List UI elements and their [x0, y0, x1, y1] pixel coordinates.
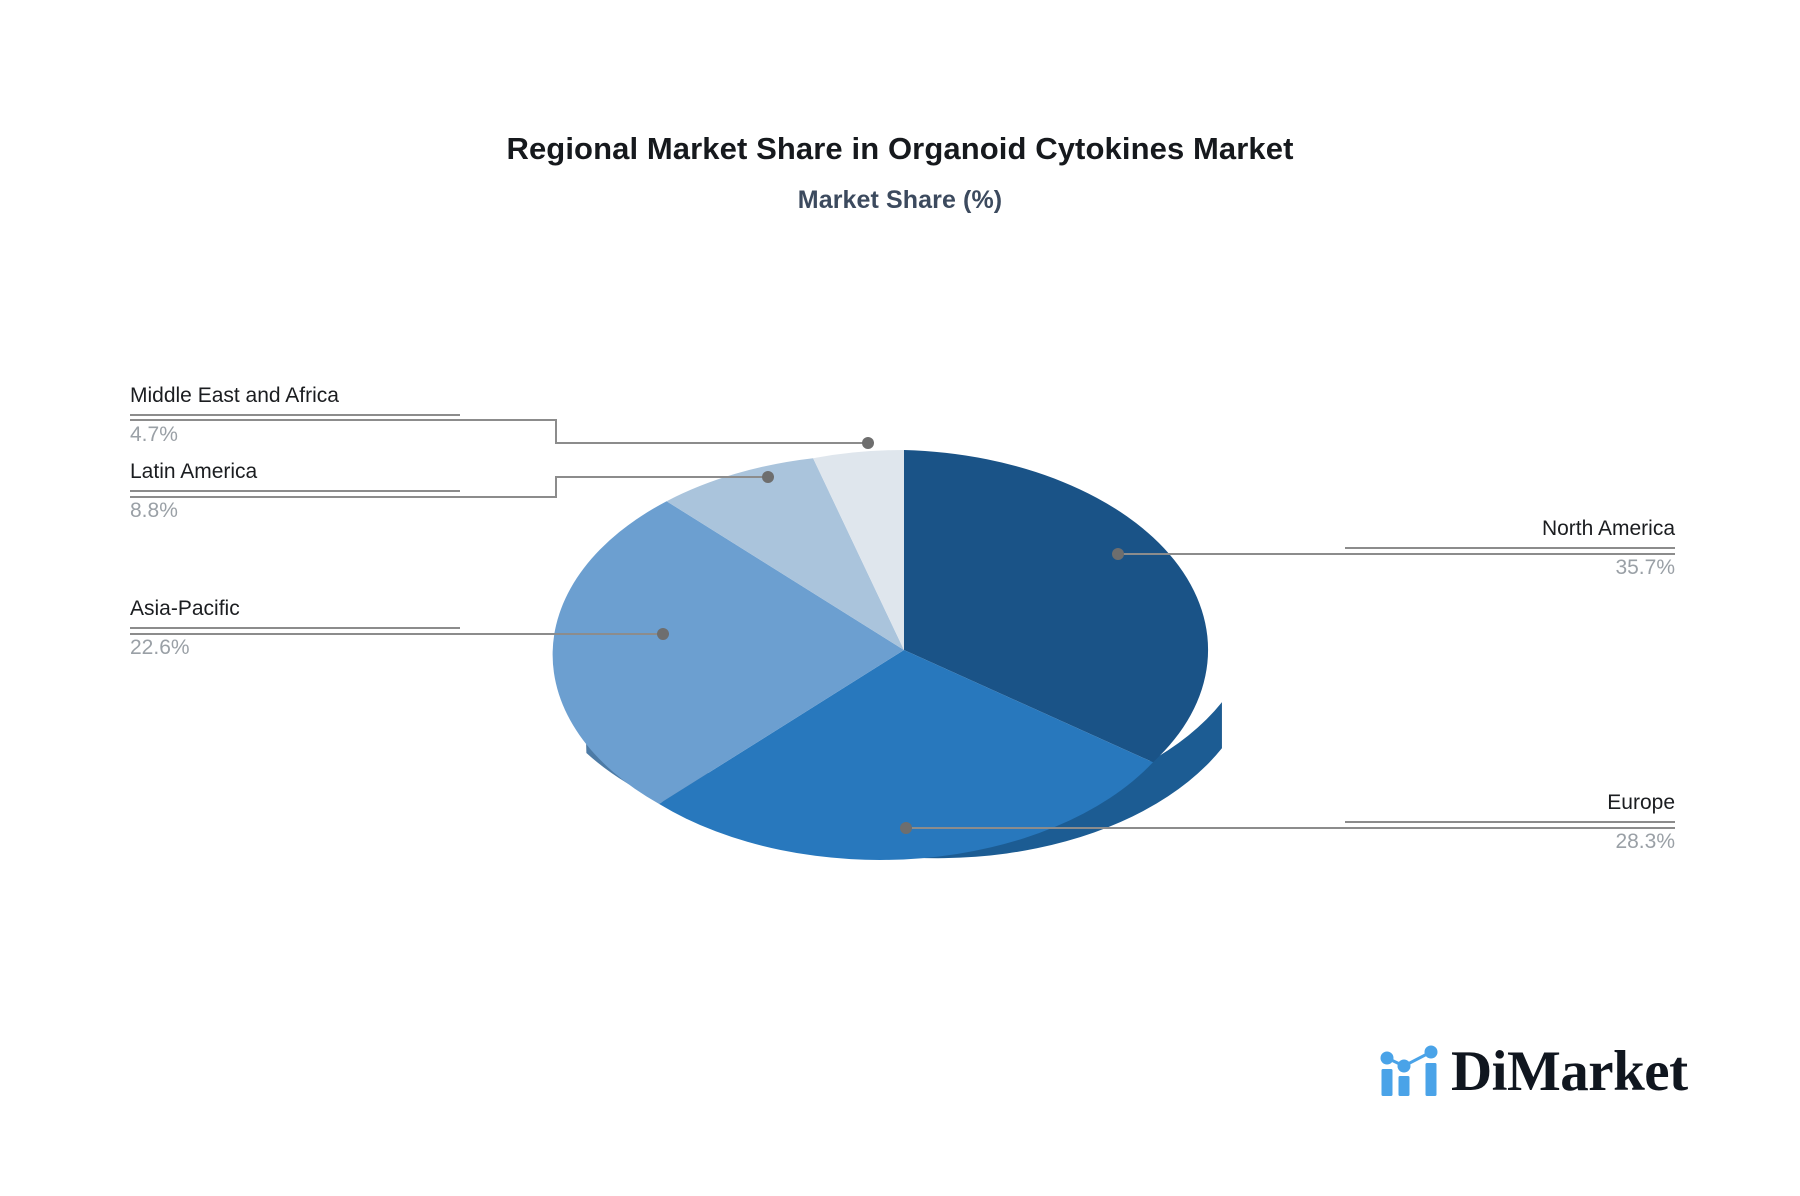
pie-slices: [552, 449, 1209, 860]
pie-slice-middle-east-and-africa[interactable]: [813, 449, 904, 650]
callout-rule: [130, 627, 460, 629]
callout-north-america[interactable]: North America 35.7%: [1345, 516, 1675, 581]
leader-lines: [130, 419, 1675, 829]
callout-label-europe: Europe: [1607, 791, 1675, 814]
leader-line-middle-east-and-africa: [130, 419, 868, 444]
callout-europe[interactable]: Europe 28.3%: [1345, 790, 1675, 855]
leader-line-latin-america: [130, 476, 768, 498]
leader-dot-asia-pacific: [657, 628, 669, 640]
callout-label-latin-america: Latin America: [130, 460, 258, 483]
callout-label-asia-pacific: Asia-Pacific: [130, 597, 240, 620]
leader-anchor-dots: [657, 437, 1124, 834]
callout-value-latin-america: 8.8%: [130, 499, 178, 522]
callout-label-north-america: North America: [1541, 517, 1675, 540]
callout-value-middle-east-and-africa: 4.7%: [130, 423, 178, 446]
pie-slice-north-america[interactable]: [904, 450, 1209, 763]
callout-value-europe: 28.3%: [1615, 830, 1675, 853]
leader-dot-middle-east-and-africa: [862, 437, 874, 449]
callout-rule: [130, 490, 460, 492]
callout-rule: [1345, 821, 1675, 823]
leader-dot-north-america: [1112, 548, 1124, 560]
callout-value-asia-pacific: 22.6%: [130, 636, 190, 659]
chart-subtitle: Market Share (%): [797, 186, 1003, 214]
pie-slice-asia-pacific[interactable]: [552, 501, 904, 804]
callout-latin-america[interactable]: Latin America 8.8%: [130, 459, 460, 524]
leader-dot-latin-america: [762, 471, 774, 483]
callout-rule: [130, 414, 460, 416]
callout-asia-pacific[interactable]: Asia-Pacific 22.6%: [130, 596, 460, 661]
leader-dot-europe: [900, 822, 912, 834]
callout-middle-east-and-africa[interactable]: Middle East and Africa 4.7%: [130, 383, 460, 448]
brand-logo[interactable]: DiMarket: [1378, 1040, 1688, 1103]
pie-slice-latin-america[interactable]: [666, 458, 904, 650]
brand-name: DiMarket: [1451, 1040, 1688, 1103]
callout-label-middle-east-and-africa: Middle East and Africa: [130, 384, 339, 407]
pie-slice-europe[interactable]: [659, 650, 1153, 860]
chart-title: Regional Market Share in Organoid Cytoki…: [506, 131, 1294, 166]
callout-rule: [1345, 547, 1675, 549]
callout-value-north-america: 35.7%: [1615, 556, 1675, 579]
chart-bars-icon: [1378, 1040, 1440, 1103]
